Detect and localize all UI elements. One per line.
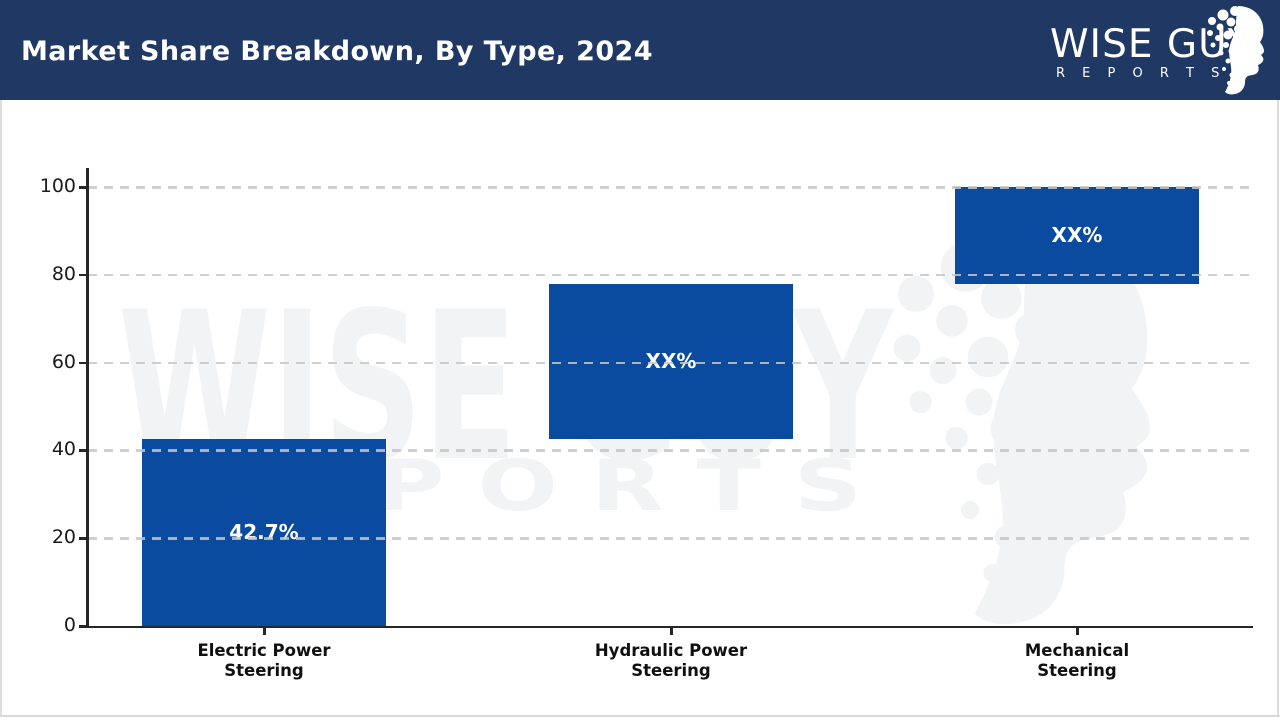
y-tick-mark	[79, 537, 88, 540]
y-tick-label: 20	[51, 526, 76, 549]
y-tick-mark	[79, 449, 88, 452]
y-tick-mark	[79, 625, 88, 628]
x-category-line: Electric Power	[197, 641, 331, 660]
page-title: Market Share Breakdown, By Type, 2024	[21, 36, 653, 67]
bar-value-label: XX%	[1051, 223, 1103, 248]
gridline-y-40	[88, 449, 1253, 452]
bar-value-label: XX%	[646, 349, 697, 373]
x-tick-mark	[670, 626, 673, 635]
bar-value-label: 42.7%	[229, 520, 299, 545]
y-tick-mark	[79, 273, 88, 277]
y-tick-mark	[79, 361, 88, 365]
bar-2: XX%	[549, 283, 793, 439]
header: Market Share Breakdown, By Type, 2024 WI…	[0, 0, 1280, 100]
y-axis-line	[86, 168, 89, 628]
y-tick-mark	[79, 186, 88, 189]
x-category-line: Steering	[1037, 661, 1117, 680]
x-tick-mark	[263, 626, 266, 635]
y-tick-label: 80	[51, 262, 76, 285]
frame-edge-right	[1277, 100, 1279, 716]
gridline-y-80	[88, 273, 1253, 277]
frame-edge-bottom	[0, 715, 1280, 717]
y-tick-label: 40	[51, 438, 76, 461]
x-category-line: Steering	[224, 661, 304, 680]
x-axis-line	[86, 625, 1253, 628]
x-tick-mark	[1076, 626, 1079, 635]
gridline-y-100	[88, 186, 1253, 189]
frame-edge-left	[0, 100, 2, 716]
gridline-y-60	[88, 361, 1253, 365]
logo-subtext: R E P O R T S	[1056, 66, 1226, 81]
x-category-line: Steering	[631, 661, 711, 680]
x-category-label: Mechanical Steering	[917, 641, 1237, 681]
bar-1: 42.7%	[142, 438, 386, 626]
x-category-line: Mechanical	[1024, 641, 1130, 660]
x-category-line: Hydraulic Power	[594, 641, 748, 660]
logo-face-icon	[1207, 6, 1264, 95]
y-tick-label: 0	[63, 614, 76, 636]
y-tick-label: 100	[39, 175, 76, 197]
gridline-y-20	[88, 537, 1253, 540]
watermark-face-icon	[893, 226, 1150, 625]
x-category-label: Electric Power Steering	[104, 641, 424, 681]
y-tick-label: 60	[51, 350, 76, 373]
x-category-label: Hydraulic Power Steering	[511, 641, 831, 681]
bar-3: XX%	[955, 187, 1199, 284]
